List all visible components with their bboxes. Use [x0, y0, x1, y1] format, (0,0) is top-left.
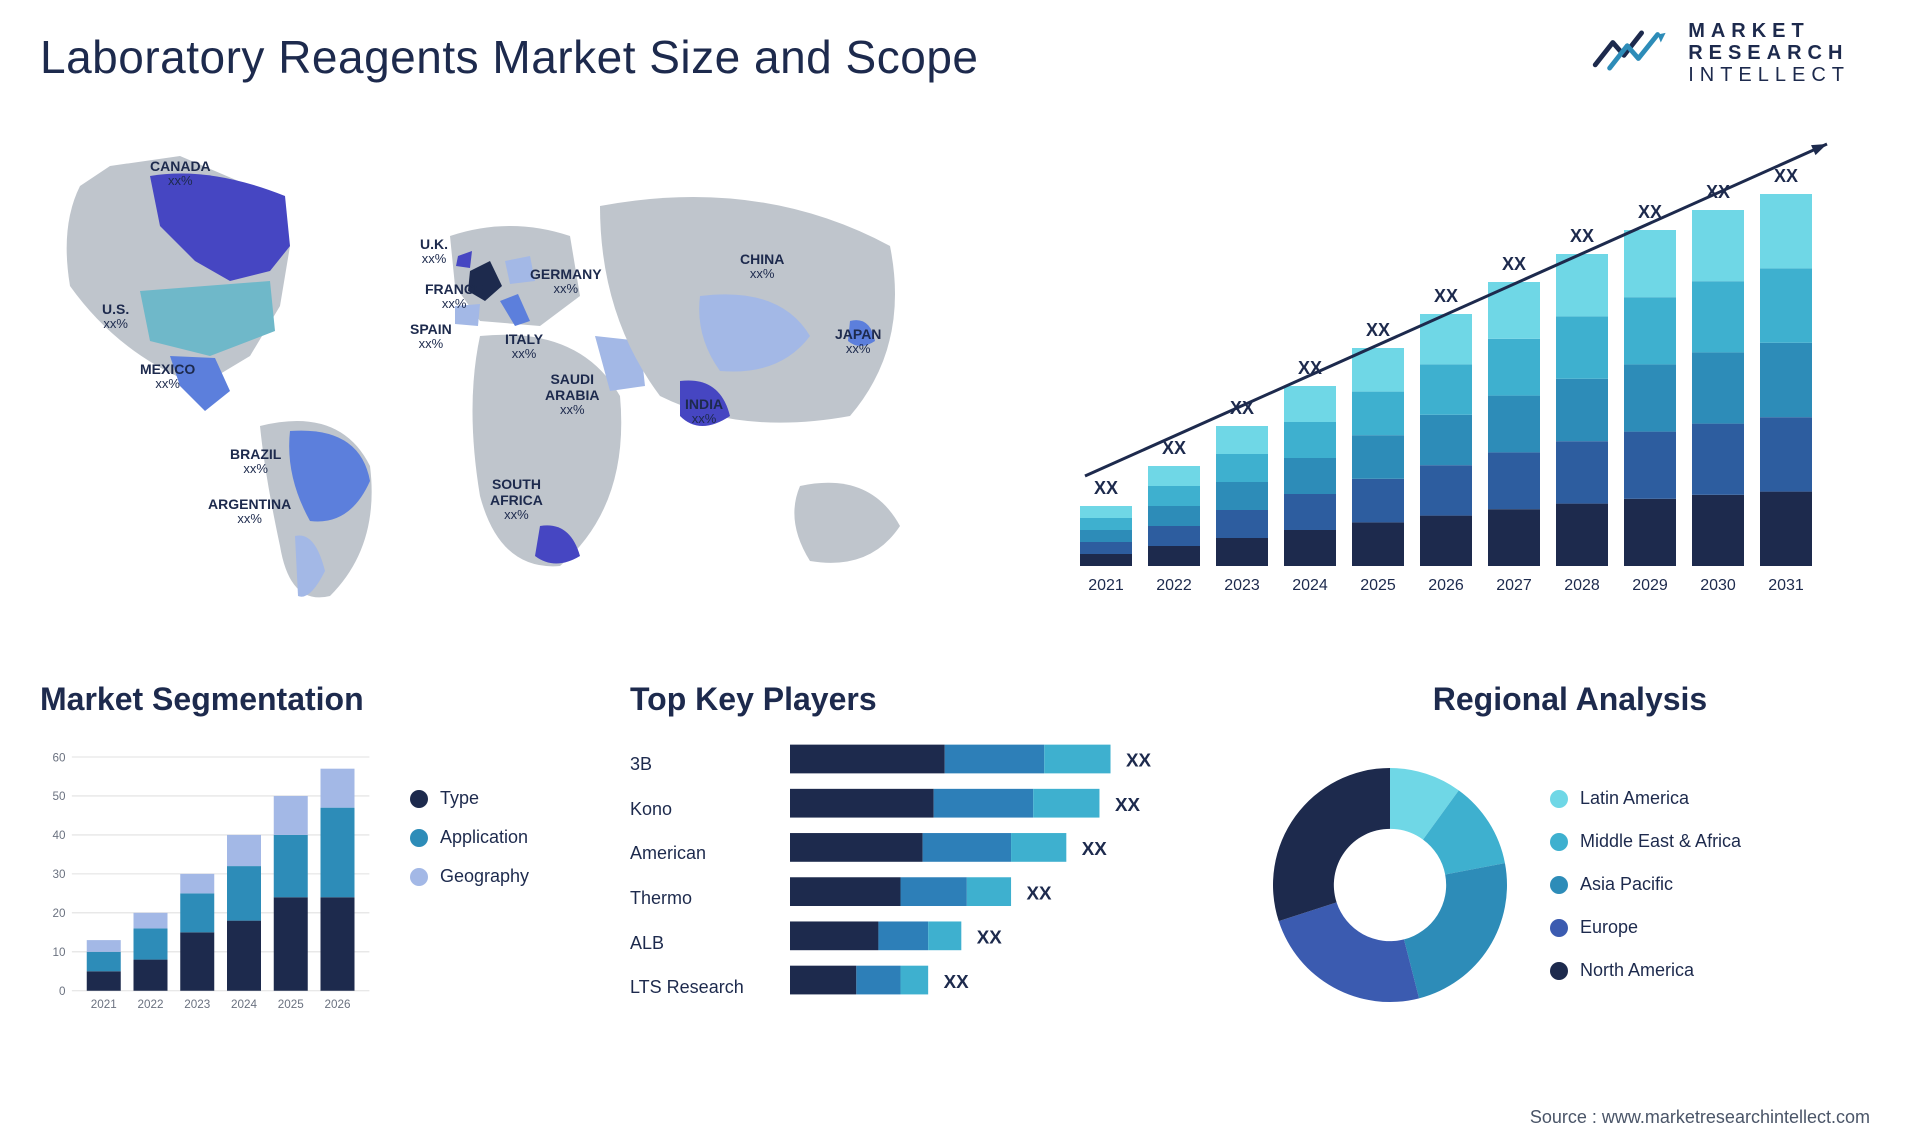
regional-donut-wrap: [1260, 755, 1520, 1015]
regional-legend: Latin America Middle East & Africa Asia Pa…: [1550, 788, 1741, 981]
players-chart-svg: XX XX XX XX XX XX: [790, 738, 1210, 1014]
svg-text:XX: XX: [1434, 286, 1458, 306]
legend-item: Asia Pacific: [1550, 874, 1741, 895]
svg-text:2031: 2031: [1768, 577, 1804, 594]
players-title: Top Key Players: [630, 681, 1210, 718]
svg-text:2023: 2023: [1224, 577, 1260, 594]
map-label: FRANCExx%: [425, 281, 483, 312]
svg-text:XX: XX: [1094, 478, 1118, 498]
player-name: Thermo: [630, 879, 770, 919]
svg-text:2024: 2024: [1292, 577, 1328, 594]
map-label: MEXICOxx%: [140, 361, 195, 392]
svg-text:2025: 2025: [1360, 577, 1396, 594]
svg-text:XX: XX: [944, 971, 970, 992]
segmentation-title: Market Segmentation: [40, 681, 580, 718]
regional-donut-svg: [1260, 755, 1520, 1015]
growth-chart-panel: XX2021XX2022XX2023XX2024XX2025XX2026XX20…: [980, 126, 1880, 626]
svg-text:10: 10: [53, 946, 66, 959]
svg-text:2021: 2021: [1088, 577, 1124, 594]
svg-text:2028: 2028: [1564, 577, 1600, 594]
map-label: CHINAxx%: [740, 251, 784, 282]
map-label: SAUDIARABIAxx%: [545, 371, 599, 418]
legend-item: Type: [410, 788, 580, 809]
segmentation-chart-svg: 0 10 20 30 40 50 60 2021 2022 2023 2024 2025 2026: [40, 738, 380, 1031]
svg-text:2030: 2030: [1700, 577, 1736, 594]
svg-text:2029: 2029: [1632, 577, 1668, 594]
svg-text:0: 0: [59, 985, 66, 998]
player-name: ALB: [630, 923, 770, 963]
legend-item: Middle East & Africa: [1550, 831, 1741, 852]
map-label: ITALYxx%: [505, 331, 543, 362]
regional-section: Regional Analysis Latin America Middle Ea…: [1260, 681, 1880, 1031]
page-title: Laboratory Reagents Market Size and Scop…: [40, 20, 978, 84]
player-name: American: [630, 834, 770, 874]
segmentation-legend: Type Application Geography: [380, 738, 580, 1031]
svg-text:2024: 2024: [231, 998, 257, 1011]
svg-text:XX: XX: [1082, 838, 1108, 859]
svg-text:XX: XX: [1366, 320, 1390, 340]
player-name: LTS Research: [630, 968, 770, 1008]
regional-title: Regional Analysis: [1260, 681, 1880, 718]
growth-chart-svg: XX2021XX2022XX2023XX2024XX2025XX2026XX20…: [980, 126, 1880, 626]
map-label: SOUTHAFRICAxx%: [490, 476, 543, 523]
map-label: U.S.xx%: [102, 301, 129, 332]
svg-text:2026: 2026: [1428, 577, 1464, 594]
logo-icon: [1592, 23, 1672, 83]
map-label: BRAZILxx%: [230, 446, 281, 477]
svg-text:50: 50: [53, 790, 66, 803]
svg-text:60: 60: [53, 751, 66, 764]
svg-text:XX: XX: [1502, 254, 1526, 274]
map-label: JAPANxx%: [835, 326, 881, 357]
player-name: 3B: [630, 744, 770, 784]
map-label: INDIAxx%: [685, 396, 723, 427]
legend-item: Geography: [410, 866, 580, 887]
map-label: CANADAxx%: [150, 158, 211, 189]
legend-item: North America: [1550, 960, 1741, 981]
svg-text:XX: XX: [977, 927, 1003, 948]
svg-text:XX: XX: [1774, 166, 1798, 186]
svg-text:30: 30: [53, 868, 66, 881]
legend-item: Application: [410, 827, 580, 848]
logo-text: MARKET RESEARCH INTELLECT: [1688, 20, 1850, 86]
source-text: Source : www.marketresearchintellect.com: [1530, 1107, 1870, 1128]
players-section: Top Key Players 3B Kono American ThermoALB L…: [630, 681, 1210, 1031]
brand-logo: MARKET RESEARCH INTELLECT: [1592, 20, 1880, 86]
svg-text:40: 40: [53, 829, 66, 842]
middle-row: CANADAxx% U.S.xx% MEXICOxx% BRAZILxx% ARGENT…: [40, 126, 1880, 626]
svg-text:20: 20: [53, 907, 66, 920]
player-name: Kono: [630, 789, 770, 829]
svg-text:XX: XX: [1115, 794, 1141, 815]
map-label: GERMANYxx%: [530, 266, 602, 297]
svg-text:XX: XX: [1027, 882, 1053, 903]
svg-text:2021: 2021: [91, 998, 117, 1011]
map-label: SPAINxx%: [410, 321, 452, 352]
map-label: U.K.xx%: [420, 236, 448, 267]
world-map-panel: CANADAxx% U.S.xx% MEXICOxx% BRAZILxx% ARGENT…: [40, 126, 940, 626]
svg-text:2023: 2023: [184, 998, 210, 1011]
header-row: Laboratory Reagents Market Size and Scop…: [40, 20, 1880, 86]
legend-item: Latin America: [1550, 788, 1741, 809]
svg-text:2022: 2022: [1156, 577, 1192, 594]
svg-text:2026: 2026: [325, 998, 351, 1011]
legend-item: Europe: [1550, 917, 1741, 938]
svg-text:2027: 2027: [1496, 577, 1532, 594]
segmentation-section: Market Segmentation 0 10 20 30 40 50 60 2021 202…: [40, 681, 580, 1031]
bottom-row: Market Segmentation 0 10 20 30 40 50 60 2021 202…: [40, 681, 1880, 1031]
svg-text:XX: XX: [1126, 750, 1152, 771]
map-label: ARGENTINAxx%: [208, 496, 291, 527]
svg-text:2025: 2025: [278, 998, 304, 1011]
players-names: 3B Kono American ThermoALB LTS Research: [630, 738, 770, 1014]
svg-text:2022: 2022: [138, 998, 164, 1011]
svg-text:XX: XX: [1570, 226, 1594, 246]
